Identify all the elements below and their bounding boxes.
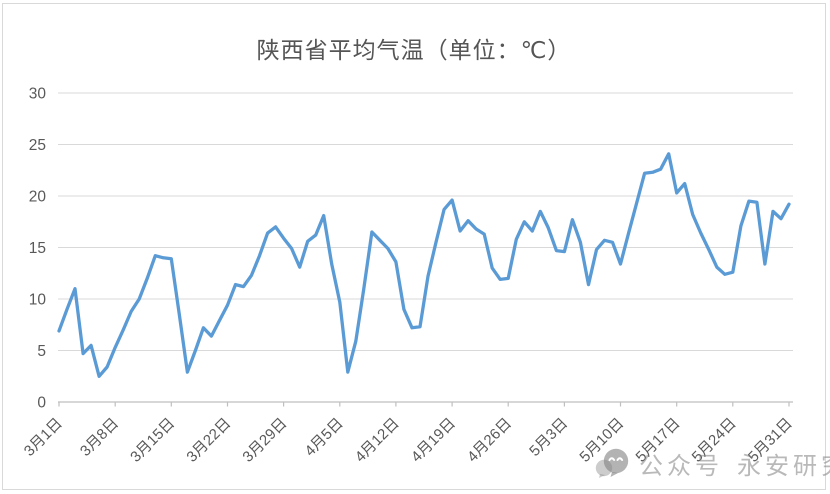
gridlines: [58, 92, 793, 351]
x-tick-label: 3月22日: [183, 415, 234, 466]
watermark-text-2: 永安研究: [737, 453, 830, 480]
x-tick-label: 3月29日: [239, 415, 290, 466]
x-tick-label: 4月19日: [408, 415, 459, 466]
y-tick-label: 0: [37, 395, 46, 412]
y-tick-label: 20: [29, 189, 47, 206]
y-tick-label: 15: [29, 240, 46, 257]
y-axis-labels: 0 5 10 15 20 25 30: [29, 86, 47, 412]
watermark: 公众号 永安研究: [594, 446, 830, 481]
y-tick-label: 30: [29, 86, 47, 103]
watermark-text-1: 公众号: [639, 453, 723, 480]
chart-container: 陕西省平均气温（单位：℃）: [2, 3, 826, 490]
x-tick-label: 4月12日: [352, 415, 403, 466]
chart-title: 陕西省平均气温（单位：℃）: [256, 37, 572, 63]
x-tick-label: 4月5日: [302, 415, 347, 460]
x-tick-label: 3月15日: [127, 415, 178, 466]
x-tick-label: 3月8日: [77, 415, 122, 460]
x-axis: [58, 401, 793, 407]
y-tick-label: 25: [29, 137, 46, 154]
y-tick-label: 5: [37, 343, 46, 360]
temperature-line: [57, 152, 791, 378]
x-tick-label: 3月1日: [21, 415, 66, 460]
x-tick-label: 4月26日: [464, 415, 515, 466]
x-tick-label: 5月3日: [526, 415, 571, 460]
wechat-icon: [595, 448, 629, 478]
y-tick-label: 10: [29, 292, 47, 309]
